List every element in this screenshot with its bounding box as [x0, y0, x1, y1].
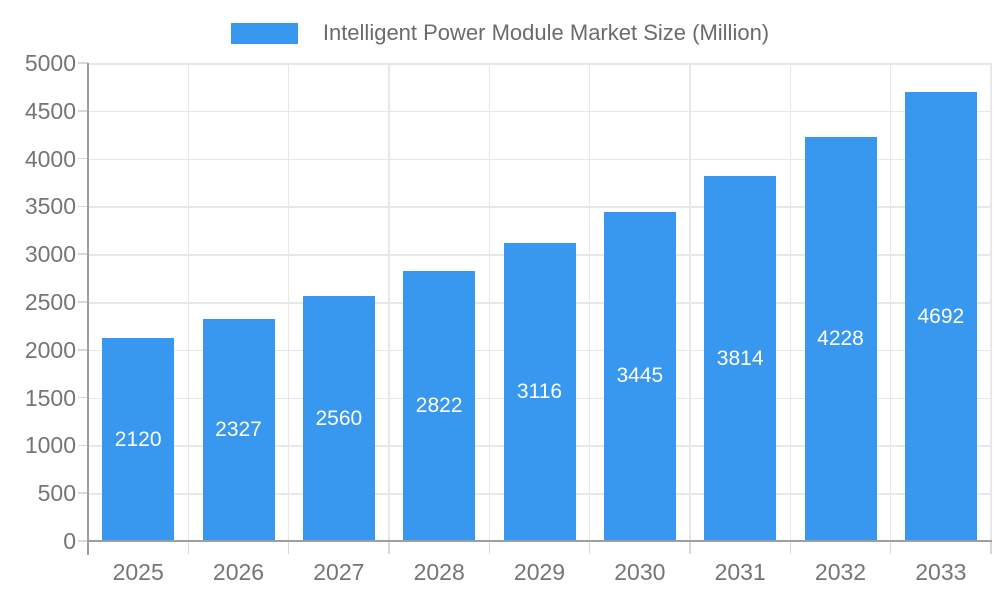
x-axis-label: 2033 [915, 559, 967, 585]
x-axis-label: 2031 [714, 559, 766, 585]
bar[interactable]: 2327 [202, 318, 275, 541]
bar-value-label: 4692 [917, 304, 965, 328]
x-axis-label: 2030 [614, 559, 666, 585]
y-axis-tick [78, 444, 88, 447]
y-gridline [88, 206, 991, 208]
y-axis-label: 3500 [24, 193, 76, 220]
y-axis-label: 2000 [24, 336, 76, 363]
y-axis-label: 5000 [24, 50, 76, 76]
y-axis-label: 2500 [24, 289, 76, 315]
y-axis-label: 1000 [24, 432, 76, 459]
y-axis-tick [78, 157, 88, 160]
x-axis-label: 2029 [513, 559, 566, 585]
bar-value-label: 2327 [215, 417, 262, 441]
bar-value-label: 2822 [415, 394, 463, 418]
x-gridline [689, 63, 691, 541]
bar[interactable]: 3445 [603, 211, 676, 541]
bar-value-label: 3445 [616, 364, 664, 388]
x-axis-tick [689, 541, 691, 554]
y-axis-label: 1500 [24, 384, 76, 411]
bar[interactable]: 3814 [704, 176, 777, 541]
x-axis-label: 2028 [413, 559, 465, 585]
legend-swatch-icon [230, 22, 298, 44]
y-axis-tick [78, 301, 88, 303]
legend[interactable]: Intelligent Power Module Market Size (Mi… [0, 21, 1000, 45]
bar[interactable]: 3116 [503, 243, 576, 541]
x-axis-label: 2025 [112, 559, 164, 585]
bar[interactable]: 4692 [904, 92, 977, 541]
bar[interactable]: 4228 [804, 136, 877, 541]
bar-value-label: 2120 [114, 427, 162, 451]
x-gridline [588, 63, 591, 541]
y-gridline [88, 110, 991, 113]
x-gridline [789, 63, 792, 541]
y-axis-tick [78, 205, 88, 208]
bar[interactable]: 2822 [403, 271, 476, 541]
x-gridline [287, 63, 290, 541]
x-axis-tick [187, 541, 190, 554]
y-gridline [88, 63, 991, 65]
bar-value-label: 3814 [716, 346, 764, 370]
x-axis-tick [990, 541, 992, 554]
legend-label: Intelligent Power Module Market Size (Mi… [322, 20, 770, 45]
x-axis-label: 2027 [313, 559, 365, 585]
bar-value-label: 3116 [516, 380, 563, 404]
x-axis-line [86, 540, 992, 542]
bar[interactable]: 2560 [302, 296, 375, 541]
y-axis-label: 500 [37, 480, 76, 507]
x-axis-label: 2032 [814, 559, 867, 585]
x-axis-tick [889, 541, 892, 554]
x-axis-tick [287, 541, 290, 554]
x-gridline [990, 63, 992, 541]
y-axis-label: 3000 [24, 241, 76, 268]
y-axis-label: 4000 [24, 145, 76, 172]
bar[interactable]: 2120 [102, 338, 175, 541]
y-axis-line [86, 63, 89, 555]
y-axis-tick [78, 62, 88, 64]
x-axis-tick [588, 541, 591, 554]
x-gridline [488, 63, 491, 541]
x-axis-tick [488, 541, 491, 554]
x-gridline [388, 63, 390, 541]
x-axis-label: 2026 [212, 559, 265, 585]
y-axis-tick [78, 396, 88, 399]
x-gridline [187, 63, 190, 541]
y-gridline [88, 158, 991, 161]
y-axis-label: 4500 [24, 97, 76, 124]
plot-area: 2120 2327 2560 2822 3116 3445 3814 4228 4692 [88, 63, 992, 541]
y-axis-tick [78, 349, 88, 351]
x-axis-tick [388, 541, 390, 554]
y-axis-tick [78, 253, 88, 255]
y-axis-label: 0 [63, 528, 76, 554]
y-axis-tick [78, 540, 88, 542]
bar-value-label: 4228 [817, 326, 864, 350]
y-axis-tick [78, 110, 88, 112]
y-axis-tick [78, 492, 88, 494]
bar-value-label: 2560 [315, 406, 363, 430]
x-gridline [889, 63, 892, 541]
x-axis-tick [789, 541, 792, 554]
